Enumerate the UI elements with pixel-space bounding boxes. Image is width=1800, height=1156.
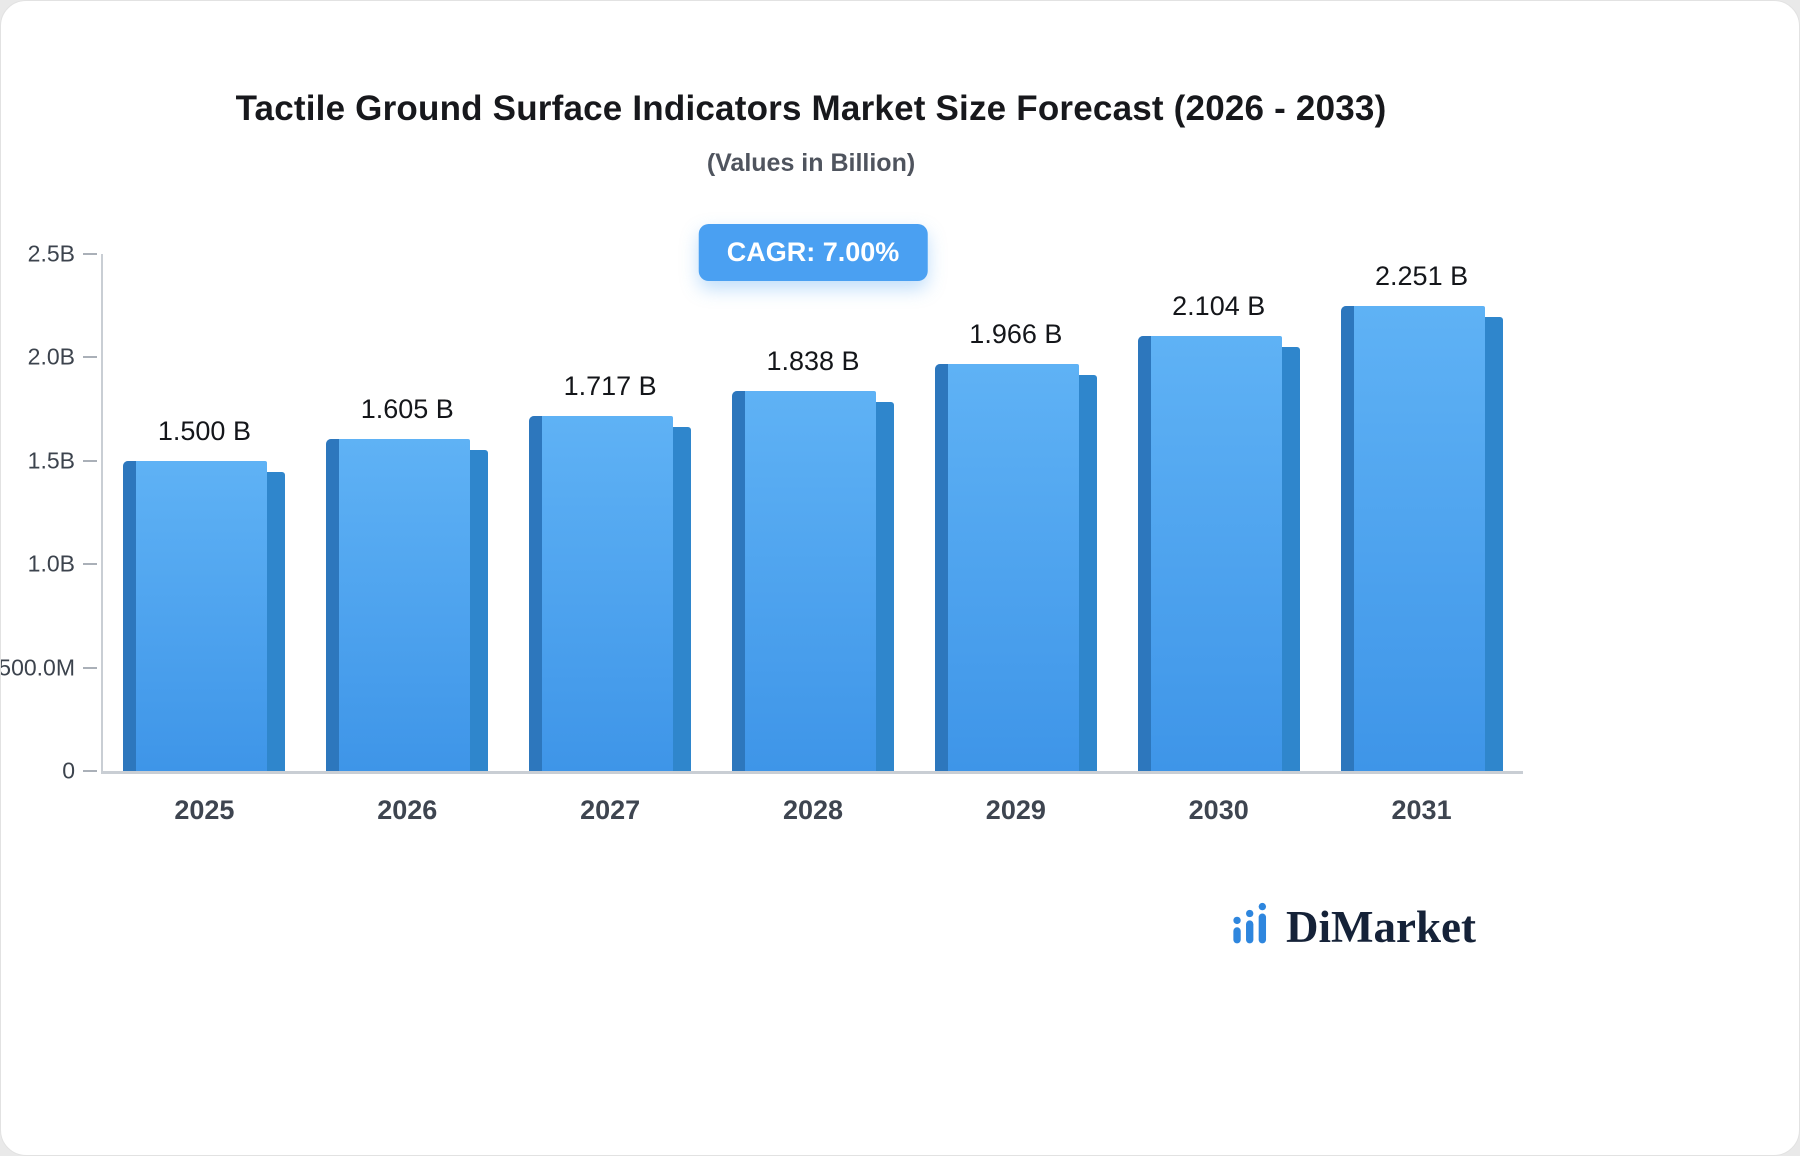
bar-2028: 1.838 B — [732, 346, 894, 771]
x-axis-label: 2027 — [580, 795, 641, 825]
bar-left-edge — [123, 460, 137, 771]
bar-value-label: 1.605 B — [360, 394, 454, 425]
plot-area: CAGR: 7.00% 0 500.0M 1.0B 1.5B 2.0B 2.5B 1.500… — [1, 224, 1523, 825]
bar-value-label: 1.717 B — [563, 370, 657, 401]
bar-face — [123, 460, 268, 771]
x-axis-label: 2026 — [377, 795, 438, 825]
bar-2027: 1.717 B — [529, 371, 692, 771]
bar-right-side — [1281, 346, 1300, 771]
bar-value-label: 1.966 B — [969, 319, 1063, 350]
y-axis-tick-mark — [83, 563, 97, 566]
bar-face — [934, 364, 1079, 771]
brand-name: DiMarket — [1286, 902, 1476, 952]
bar-right-side — [267, 471, 286, 771]
bar-value-label: 2.251 B — [1375, 260, 1469, 291]
bar-2029: 1.966 B — [934, 319, 1097, 771]
bar-value-label: 2.104 B — [1172, 290, 1266, 321]
bar-left-edge — [529, 415, 543, 771]
y-axis-tick-label: 1.5B — [27, 447, 75, 474]
y-axis-tick-label: 1.0B — [27, 550, 75, 577]
brand-logo: DiMarket — [1229, 902, 1476, 953]
y-axis-tick-label: 0 — [62, 757, 75, 784]
bar-left-edge — [732, 390, 745, 771]
x-axis-label: 2030 — [1188, 795, 1249, 825]
bar-left-edge — [934, 364, 948, 771]
bar-value-label: 1.500 B — [157, 415, 251, 446]
y-axis-tick-mark — [83, 666, 97, 669]
bar-2026: 1.605 B — [326, 394, 489, 771]
bar-face — [732, 390, 876, 771]
chart-header: Tactile Ground Surface Indicators Market… — [101, 89, 1521, 178]
bar-face — [1137, 335, 1282, 771]
bar-left-edge — [326, 439, 340, 771]
bar-right-side — [470, 450, 489, 771]
bar-face — [529, 415, 674, 771]
bar-2031: 2.251 B — [1340, 261, 1503, 771]
cagr-badge: CAGR: 7.00% — [698, 224, 928, 281]
bar-face — [1340, 305, 1485, 771]
y-axis-tick-mark — [83, 459, 97, 462]
bar-right-side — [673, 426, 692, 771]
bar-right-side — [1484, 316, 1503, 771]
x-axis-label: 2031 — [1391, 795, 1452, 825]
y-axis-tick-mark — [83, 356, 97, 359]
bar-2025: 1.500 B — [123, 416, 286, 771]
y-axis-tick-mark — [83, 253, 97, 255]
chart-subtitle: (Values in Billion) — [706, 149, 916, 177]
x-axis-label: 2028 — [782, 795, 844, 825]
x-axis-label: 2025 — [174, 795, 235, 825]
bar-left-edge — [1340, 305, 1354, 771]
bar-right-side — [876, 401, 894, 771]
bar-face — [326, 439, 471, 771]
bar-value-label: 1.838 B — [766, 345, 860, 376]
y-axis-tick-label: 2.5B — [27, 240, 75, 267]
x-axis-label: 2029 — [985, 795, 1046, 825]
chart-title: Tactile Ground Surface Indicators Market… — [235, 89, 1387, 128]
y-axis-tick-label: 2.0B — [27, 343, 75, 370]
y-axis-tick-label: 500.0M — [0, 654, 75, 681]
bar-chart-logo-icon — [1229, 902, 1275, 953]
bar-left-edge — [1137, 335, 1151, 771]
y-axis-tick-mark — [83, 770, 97, 772]
bar-right-side — [1078, 375, 1097, 771]
bar-2030: 2.104 B — [1137, 291, 1300, 771]
